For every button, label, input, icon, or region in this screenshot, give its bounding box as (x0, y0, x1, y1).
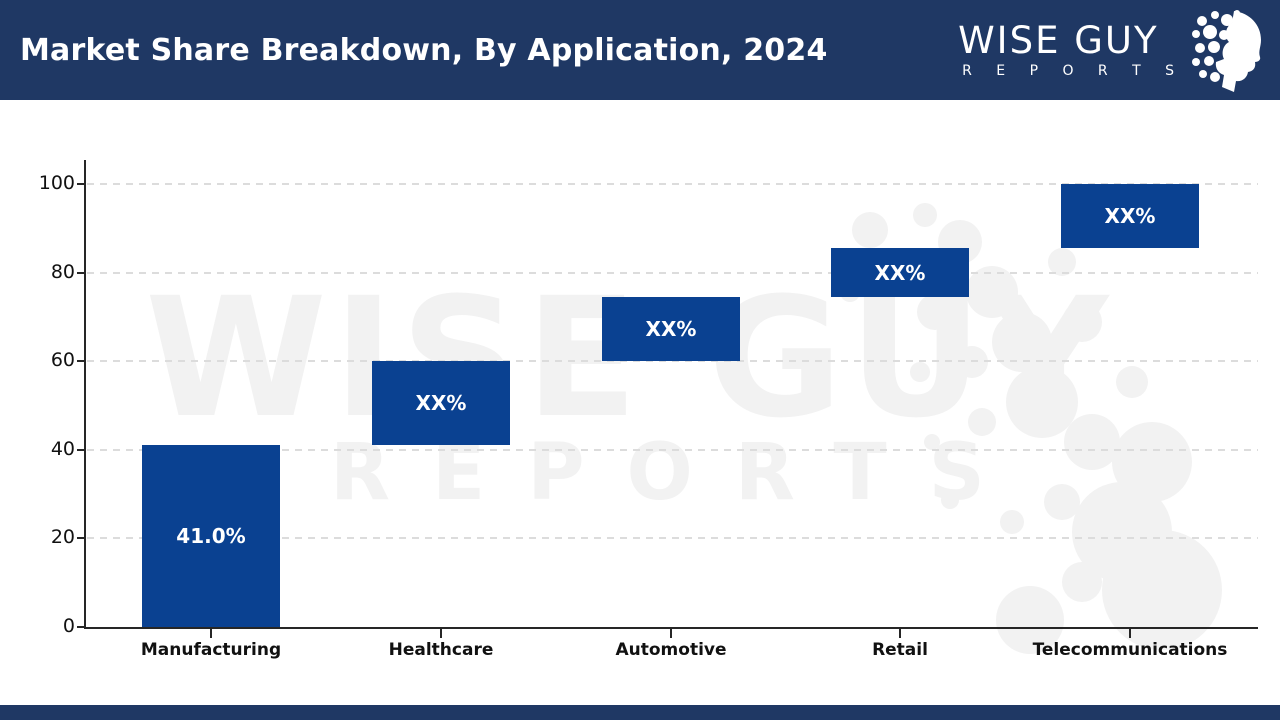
y-tick-label-20: 20 (50, 526, 75, 549)
y-tick-label-100: 100 (38, 172, 75, 194)
y-tick-label-80: 80 (50, 260, 75, 283)
footer-bar (0, 705, 1280, 720)
x-tick-3 (899, 629, 901, 638)
y-tick-40 (77, 448, 85, 451)
bar-value-label: 41.0% (176, 524, 246, 549)
y-tick-80 (77, 271, 85, 274)
brand-head-icon (1192, 10, 1261, 92)
y-tick-label-40: 40 (50, 437, 75, 460)
y-tick-label-0: 0 (62, 615, 75, 637)
gridline-60 (87, 360, 1258, 363)
gridline-20 (87, 537, 1258, 540)
x-tick-1 (440, 629, 442, 638)
brand-name: WISE GUY (958, 18, 1159, 62)
y-axis-line (84, 160, 86, 629)
bar-value-label: XX% (874, 260, 926, 285)
bar-value-label: XX% (645, 317, 697, 342)
x-category-label-3: Retail (872, 640, 928, 660)
brand-subtitle: R E P O R T S (962, 62, 1184, 79)
y-tick-label-60: 60 (50, 349, 75, 372)
bar-automotive: XX% (602, 296, 740, 362)
gridline-100 (87, 183, 1258, 185)
x-category-label-2: Automotive (615, 640, 727, 660)
header-bar: Market Share Breakdown, By Application, … (0, 0, 1280, 100)
brand-logo-text: WISE GUY R E P O R T S (958, 22, 1184, 79)
x-tick-4 (1129, 629, 1131, 638)
bar-healthcare: XX% (372, 361, 510, 446)
x-tick-2 (670, 629, 672, 638)
gridline-40 (87, 448, 1258, 451)
bar-telecommunications: XX% (1061, 184, 1199, 249)
x-category-label-1: Healthcare (388, 640, 494, 660)
brand-logo: WISE GUY R E P O R T S (958, 7, 1280, 93)
bar-retail: XX% (831, 248, 969, 297)
y-tick-20 (77, 537, 85, 540)
y-tick-0 (77, 626, 85, 628)
gridline-80 (87, 271, 1258, 274)
bar-value-label: XX% (415, 391, 467, 416)
x-category-label-0: Manufacturing (140, 640, 282, 660)
x-category-label-4: Telecommunications (1032, 640, 1228, 660)
bar-manufacturing: 41.0% (142, 445, 280, 627)
x-tick-0 (210, 629, 212, 638)
page-title: Market Share Breakdown, By Application, … (20, 32, 828, 68)
bar-value-label: XX% (1104, 204, 1156, 229)
x-axis-line (84, 627, 1258, 629)
y-tick-100 (77, 183, 85, 185)
y-tick-60 (77, 360, 85, 363)
